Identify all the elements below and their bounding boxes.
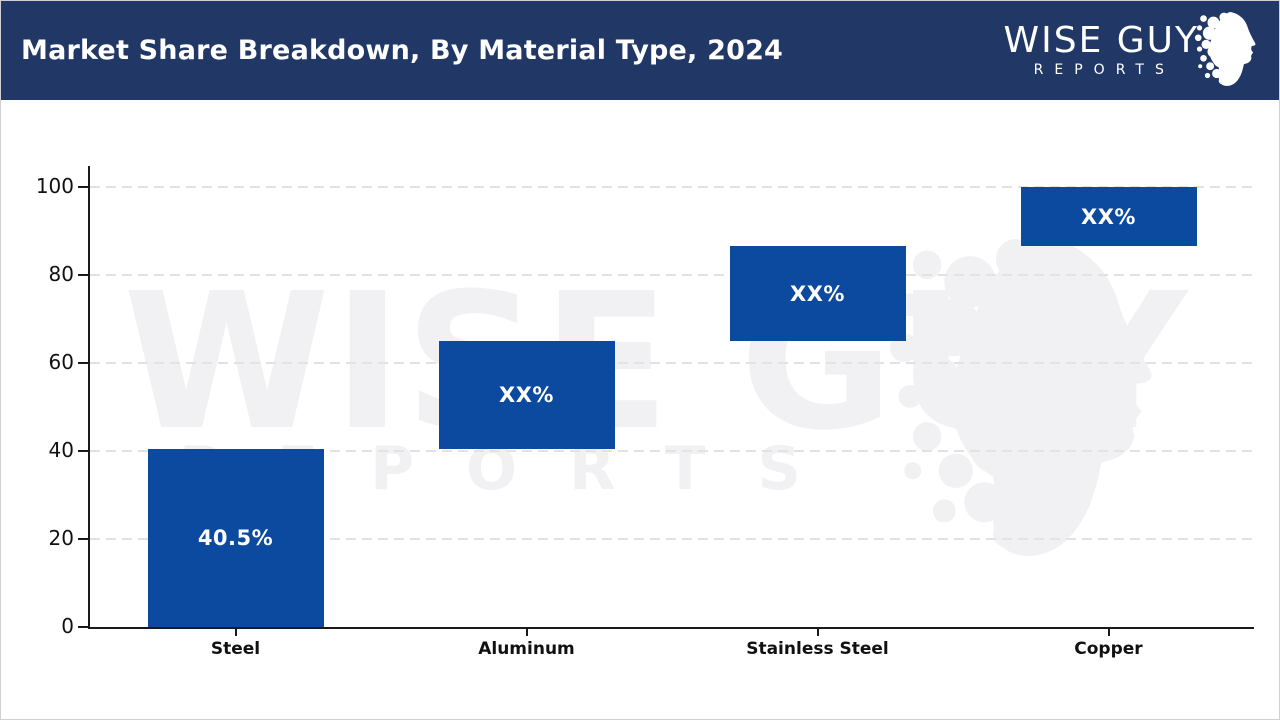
page-title: Market Share Breakdown, By Material Type… bbox=[21, 35, 784, 66]
y-axis-line bbox=[88, 166, 90, 629]
x-category-label: Steel bbox=[210, 639, 261, 659]
y-axis-tick bbox=[78, 626, 88, 628]
brand-logo: WISE GUY REPORTS bbox=[1004, 8, 1280, 94]
bar-aluminum: XX% bbox=[438, 341, 615, 449]
bar-value-label: XX% bbox=[1081, 204, 1136, 229]
bar-value-label: XX% bbox=[790, 281, 845, 306]
y-gridline bbox=[90, 538, 1254, 540]
x-axis-tick bbox=[234, 627, 237, 636]
y-gridline bbox=[90, 450, 1254, 452]
x-axis-line bbox=[88, 627, 1254, 629]
dotted-head-icon bbox=[1194, 11, 1256, 86]
y-tick-label: 80 bbox=[48, 262, 74, 286]
y-tick-label: 0 bbox=[61, 614, 74, 638]
brand-name: WISE GUY bbox=[1003, 20, 1199, 61]
bar-value-label: 40.5% bbox=[197, 525, 274, 550]
y-axis-tick bbox=[78, 450, 88, 452]
x-axis-tick bbox=[525, 627, 528, 636]
bar-value-label: XX% bbox=[499, 382, 554, 407]
brand-logo-text: WISE GUY REPORTS bbox=[1003, 20, 1200, 79]
x-axis-tick bbox=[816, 627, 819, 636]
x-category-label: Aluminum bbox=[478, 639, 575, 659]
x-category-label: Copper bbox=[1074, 639, 1143, 659]
y-tick-label: 40 bbox=[48, 438, 74, 462]
x-category-label: Stainless Steel bbox=[746, 639, 889, 659]
y-gridline bbox=[90, 362, 1254, 364]
y-axis-tick bbox=[78, 274, 88, 276]
y-gridline bbox=[90, 274, 1254, 276]
bar-copper: XX% bbox=[1020, 187, 1197, 247]
y-tick-label: 100 bbox=[35, 174, 74, 198]
brand-subname: REPORTS bbox=[1033, 62, 1175, 78]
y-axis-tick bbox=[78, 538, 88, 540]
x-axis-tick bbox=[1107, 627, 1110, 636]
y-gridline bbox=[90, 186, 1254, 188]
bar-stainless-steel: XX% bbox=[729, 246, 906, 341]
y-axis-tick bbox=[78, 186, 88, 188]
y-axis-tick bbox=[78, 362, 88, 364]
header: Market Share Breakdown, By Material Type… bbox=[1, 1, 1280, 100]
y-tick-label: 60 bbox=[48, 350, 74, 374]
bar-steel: 40.5% bbox=[147, 448, 324, 627]
y-tick-label: 20 bbox=[48, 526, 74, 550]
